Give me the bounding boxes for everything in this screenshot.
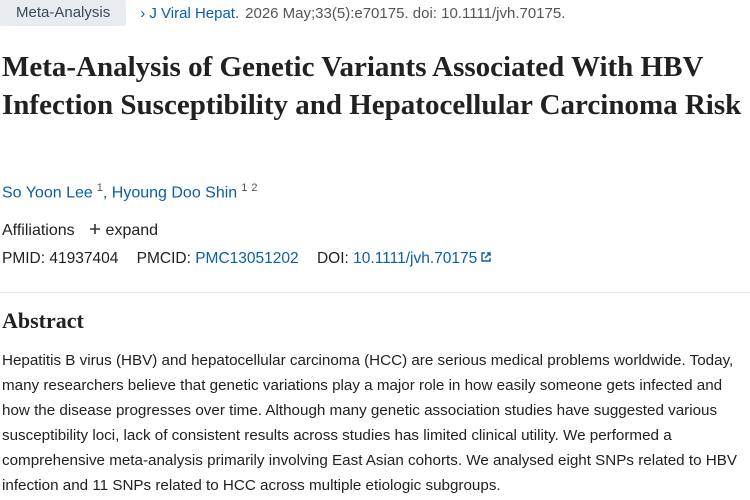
pmcid-link[interactable]: PMC13051202 bbox=[195, 250, 299, 267]
author-name[interactable]: Hyoung Doo Shin bbox=[111, 184, 238, 202]
divider bbox=[0, 292, 750, 293]
identifiers: PMID: 41937404 PMCID: PMC13051202 DOI: 1… bbox=[2, 250, 492, 268]
affiliations-label: Affiliations bbox=[2, 222, 75, 239]
expand-label[interactable]: expand bbox=[105, 222, 159, 239]
journal-name[interactable]: J Viral Hepat. bbox=[149, 4, 240, 22]
separator: , bbox=[102, 184, 112, 202]
affiliation-ref[interactable]: 1 bbox=[96, 182, 103, 194]
pmid: 41937404 bbox=[49, 250, 119, 267]
doi-link[interactable]: 10.1111/jvh.70175 bbox=[353, 250, 478, 267]
doi-label: DOI: bbox=[316, 250, 349, 267]
affiliation-ref[interactable]: 2 bbox=[251, 182, 258, 194]
journal-link[interactable]: › J Viral Hepat. bbox=[140, 4, 240, 22]
citation: 2026 May;33(5):e70175. doi: 10.1111/jvh.… bbox=[245, 4, 566, 22]
authors: So Yoon Lee 1, Hyoung Doo Shin 1 2 bbox=[2, 182, 257, 202]
plus-icon bbox=[90, 224, 101, 234]
expand-button[interactable]: expand bbox=[89, 222, 158, 239]
affiliation-ref[interactable]: 1 bbox=[241, 182, 248, 194]
abstract-heading: Abstract bbox=[2, 308, 84, 333]
publication-type[interactable]: Meta-Analysis bbox=[0, 0, 127, 26]
author-name[interactable]: So Yoon Lee bbox=[2, 184, 93, 202]
article-title: Meta-Analysis of Genetic Variants Associ… bbox=[2, 51, 742, 121]
header: Meta-Analysis › J Viral Hepat. 2026 May;… bbox=[0, 0, 565, 26]
external-icon bbox=[481, 252, 491, 262]
pmcid-label: PMCID: bbox=[136, 250, 191, 267]
pmid-label: PMID: bbox=[2, 250, 46, 267]
abstract-text: Hepatitis B virus (HBV) and hepatocellul… bbox=[2, 352, 737, 494]
affiliations: Affiliations expand bbox=[2, 222, 158, 240]
